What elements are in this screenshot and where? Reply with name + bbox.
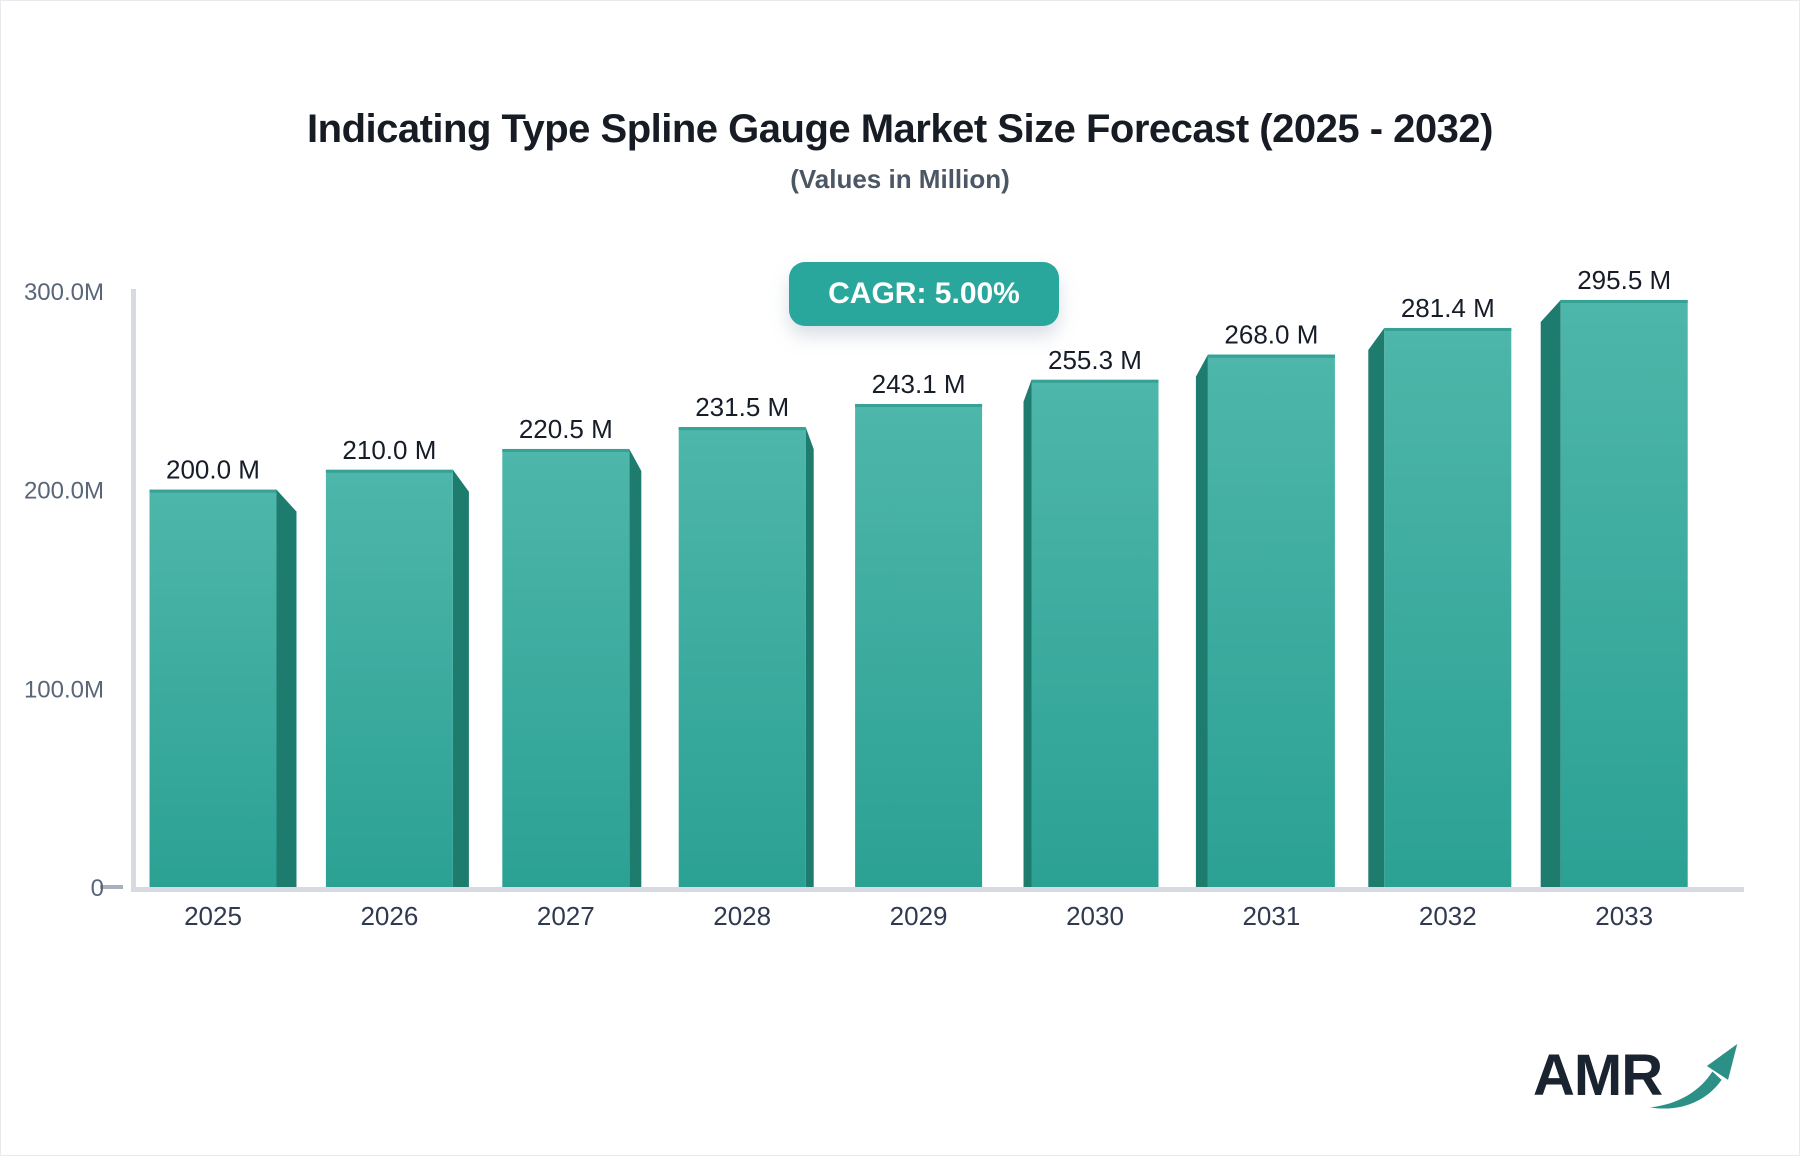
- cagr-badge-label: CAGR: 5.00%: [828, 277, 1020, 310]
- y-axis-tick-label: 100.0M: [24, 676, 104, 703]
- x-axis-label: 2028: [713, 901, 771, 931]
- bar: [1384, 327, 1512, 887]
- bar: [1207, 354, 1335, 887]
- bar-group: 281.4 M 2032: [1368, 293, 1512, 931]
- x-axis-label: 2030: [1066, 901, 1124, 931]
- bar-side-face: [1540, 299, 1561, 887]
- bar-group: 255.3 M 2030: [1023, 345, 1159, 931]
- bar-value-label: 243.1 M: [872, 369, 966, 399]
- y-axis-tick-label: 300.0M: [24, 279, 104, 306]
- growth-arrow-icon: [1649, 1043, 1738, 1109]
- bar: [1031, 379, 1159, 887]
- bar-side-face: [805, 427, 814, 887]
- bar: [149, 489, 277, 887]
- bar: [325, 469, 453, 887]
- bar-side-face: [1195, 354, 1208, 887]
- bar-group: 295.5 M 2033: [1540, 265, 1688, 931]
- x-axis-label: 2027: [537, 901, 595, 931]
- bar-side-face: [276, 489, 297, 887]
- x-axis: [131, 887, 1744, 892]
- bar: [678, 427, 806, 887]
- bar: [502, 448, 630, 887]
- y-axis-tick-label: 200.0M: [24, 478, 104, 505]
- bar-side-face: [1368, 327, 1385, 887]
- bar-group: 243.1 M 2029: [855, 369, 983, 931]
- bar-group: 200.0 M 2025: [149, 455, 297, 931]
- bar: [855, 404, 983, 887]
- page-title: Indicating Type Spline Gauge Market Size…: [307, 107, 1493, 151]
- bar-side-face: [452, 469, 469, 887]
- bar-value-label: 281.4 M: [1401, 293, 1495, 323]
- x-axis-label: 2026: [360, 901, 418, 931]
- bar-value-label: 220.5 M: [519, 414, 613, 444]
- bar-group: 231.5 M 2028: [678, 392, 814, 931]
- y-axis: [131, 289, 136, 892]
- cagr-badge: CAGR: 5.00%: [789, 262, 1059, 326]
- bar-value-label: 268.0 M: [1224, 320, 1318, 350]
- bar-group: 210.0 M 2026: [325, 435, 469, 931]
- bar-group: 220.5 M 2027: [502, 414, 642, 931]
- page-subtitle: (Values in Million): [790, 164, 1010, 194]
- amr-logo: AMR: [1533, 1031, 1740, 1109]
- bar-value-label: 295.5 M: [1577, 265, 1671, 295]
- x-axis-label: 2032: [1419, 901, 1477, 931]
- y-axis-zero-tick: [100, 885, 123, 889]
- bar-value-label: 210.0 M: [342, 435, 436, 465]
- bar-side-face: [629, 448, 642, 887]
- x-axis-label: 2025: [184, 901, 242, 931]
- bar: [1560, 299, 1688, 887]
- x-axis-label: 2033: [1595, 901, 1653, 931]
- bar-group: 268.0 M 2031: [1195, 320, 1335, 931]
- y-axis-tick-label: 0: [91, 875, 104, 902]
- bar-value-label: 231.5 M: [695, 392, 789, 422]
- bar-side-face: [1023, 379, 1032, 887]
- x-axis-label: 2031: [1242, 901, 1300, 931]
- amr-logo-text: AMR: [1533, 1043, 1663, 1108]
- bar-value-label: 200.0 M: [166, 455, 260, 485]
- bar-value-label: 255.3 M: [1048, 345, 1142, 375]
- x-axis-label: 2029: [890, 901, 948, 931]
